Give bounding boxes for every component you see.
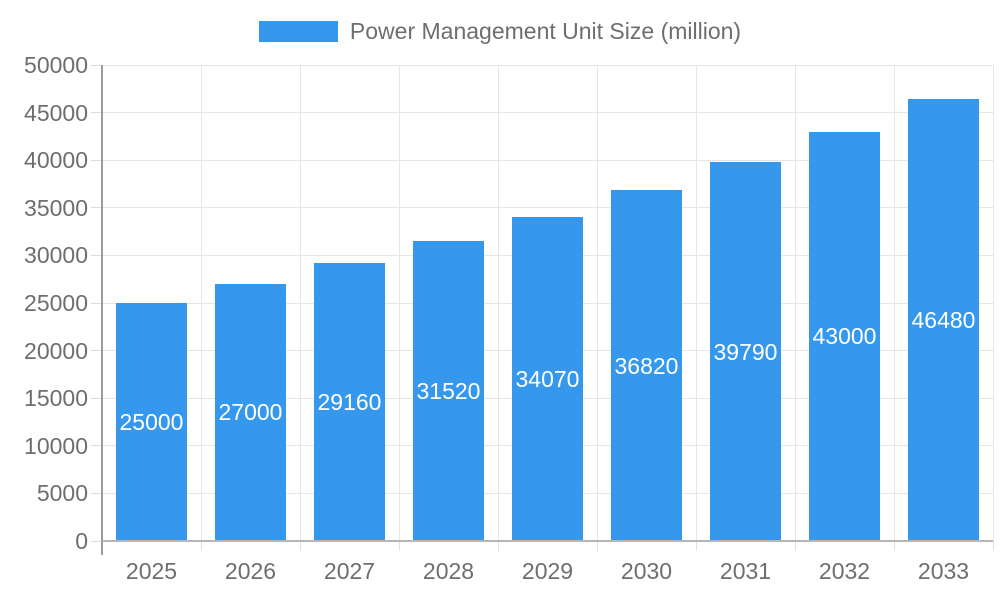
gridline-vertical	[695, 65, 697, 541]
x-tick-label: 2026	[224, 558, 277, 584]
y-axis-tick	[91, 492, 102, 494]
gridline-vertical	[497, 65, 499, 541]
bar	[413, 240, 484, 541]
y-axis-line	[101, 65, 103, 555]
y-tick-label: 10000	[24, 432, 88, 459]
gridline-horizontal	[102, 207, 993, 209]
x-tick-label: 2028	[422, 558, 475, 584]
y-tick-label: 50000	[24, 52, 88, 78]
bar-value-label: 36820	[614, 352, 679, 379]
gridline-vertical	[398, 65, 400, 541]
bar-value-label: 25000	[119, 409, 184, 435]
gridline-vertical	[200, 65, 202, 541]
gridline-horizontal	[102, 112, 993, 114]
bar	[215, 283, 286, 541]
bar-value-label: 27000	[218, 399, 283, 426]
gridline-horizontal	[102, 64, 993, 66]
legend-swatch	[258, 21, 338, 42]
bar-value-label: 29160	[317, 389, 382, 416]
legend-label: Power Management Unit Size (million)	[349, 18, 742, 44]
x-axis-tick	[893, 541, 895, 551]
x-axis-tick	[695, 541, 697, 551]
x-axis-tick	[596, 541, 598, 551]
bar-value-label: 31520	[416, 377, 481, 404]
y-axis-tick	[91, 159, 102, 161]
gridline-horizontal	[102, 159, 993, 161]
x-axis-tick	[992, 541, 994, 551]
x-axis-line	[102, 540, 993, 542]
bar	[314, 263, 385, 541]
x-axis-tick	[398, 541, 400, 551]
bar-value-label: 39790	[713, 338, 778, 365]
y-tick-label: 35000	[24, 194, 88, 221]
x-tick-label: 2030	[620, 558, 673, 584]
y-axis-tick	[91, 445, 102, 447]
y-tick-label: 25000	[24, 290, 88, 316]
legend[interactable]: Power Management Unit Size (million)	[0, 18, 1000, 45]
y-axis-tick	[91, 540, 102, 542]
y-tick-label: 15000	[24, 385, 88, 412]
bar-value-label: 43000	[812, 323, 877, 350]
y-tick-label: 30000	[24, 242, 88, 269]
y-axis-tick	[91, 397, 102, 399]
gridline-vertical	[596, 65, 598, 541]
gridline-vertical	[299, 65, 301, 541]
y-tick-label: 45000	[24, 99, 88, 126]
x-tick-label: 2033	[917, 558, 970, 584]
x-tick-label: 2025	[125, 558, 178, 584]
y-axis-tick	[91, 112, 102, 114]
bar-value-label: 34070	[515, 365, 580, 392]
y-axis-tick	[91, 254, 102, 256]
bar	[512, 216, 583, 541]
bar	[809, 131, 880, 541]
x-axis-tick	[200, 541, 202, 551]
y-axis-tick	[91, 302, 102, 304]
y-axis-tick	[91, 350, 102, 352]
bar-value-label: 46480	[911, 306, 976, 333]
x-tick-label: 2027	[323, 558, 376, 584]
x-axis-tick	[497, 541, 499, 551]
gridline-vertical	[794, 65, 796, 541]
y-tick-label: 20000	[24, 337, 88, 364]
y-tick-label: 0	[75, 528, 88, 554]
bar	[116, 303, 187, 541]
x-tick-label: 2031	[719, 558, 772, 584]
x-tick-label: 2032	[818, 558, 871, 584]
x-axis-tick	[794, 541, 796, 551]
x-axis-tick	[299, 541, 301, 551]
gridline-vertical	[992, 65, 994, 541]
x-tick-label: 2029	[521, 558, 574, 584]
gridline-vertical	[893, 65, 895, 541]
y-tick-label: 40000	[24, 147, 88, 174]
y-tick-label: 5000	[36, 480, 88, 507]
y-axis-tick	[91, 64, 102, 66]
bar	[908, 98, 979, 541]
bar	[710, 162, 781, 541]
y-axis-tick	[91, 207, 102, 209]
bar	[611, 190, 682, 541]
